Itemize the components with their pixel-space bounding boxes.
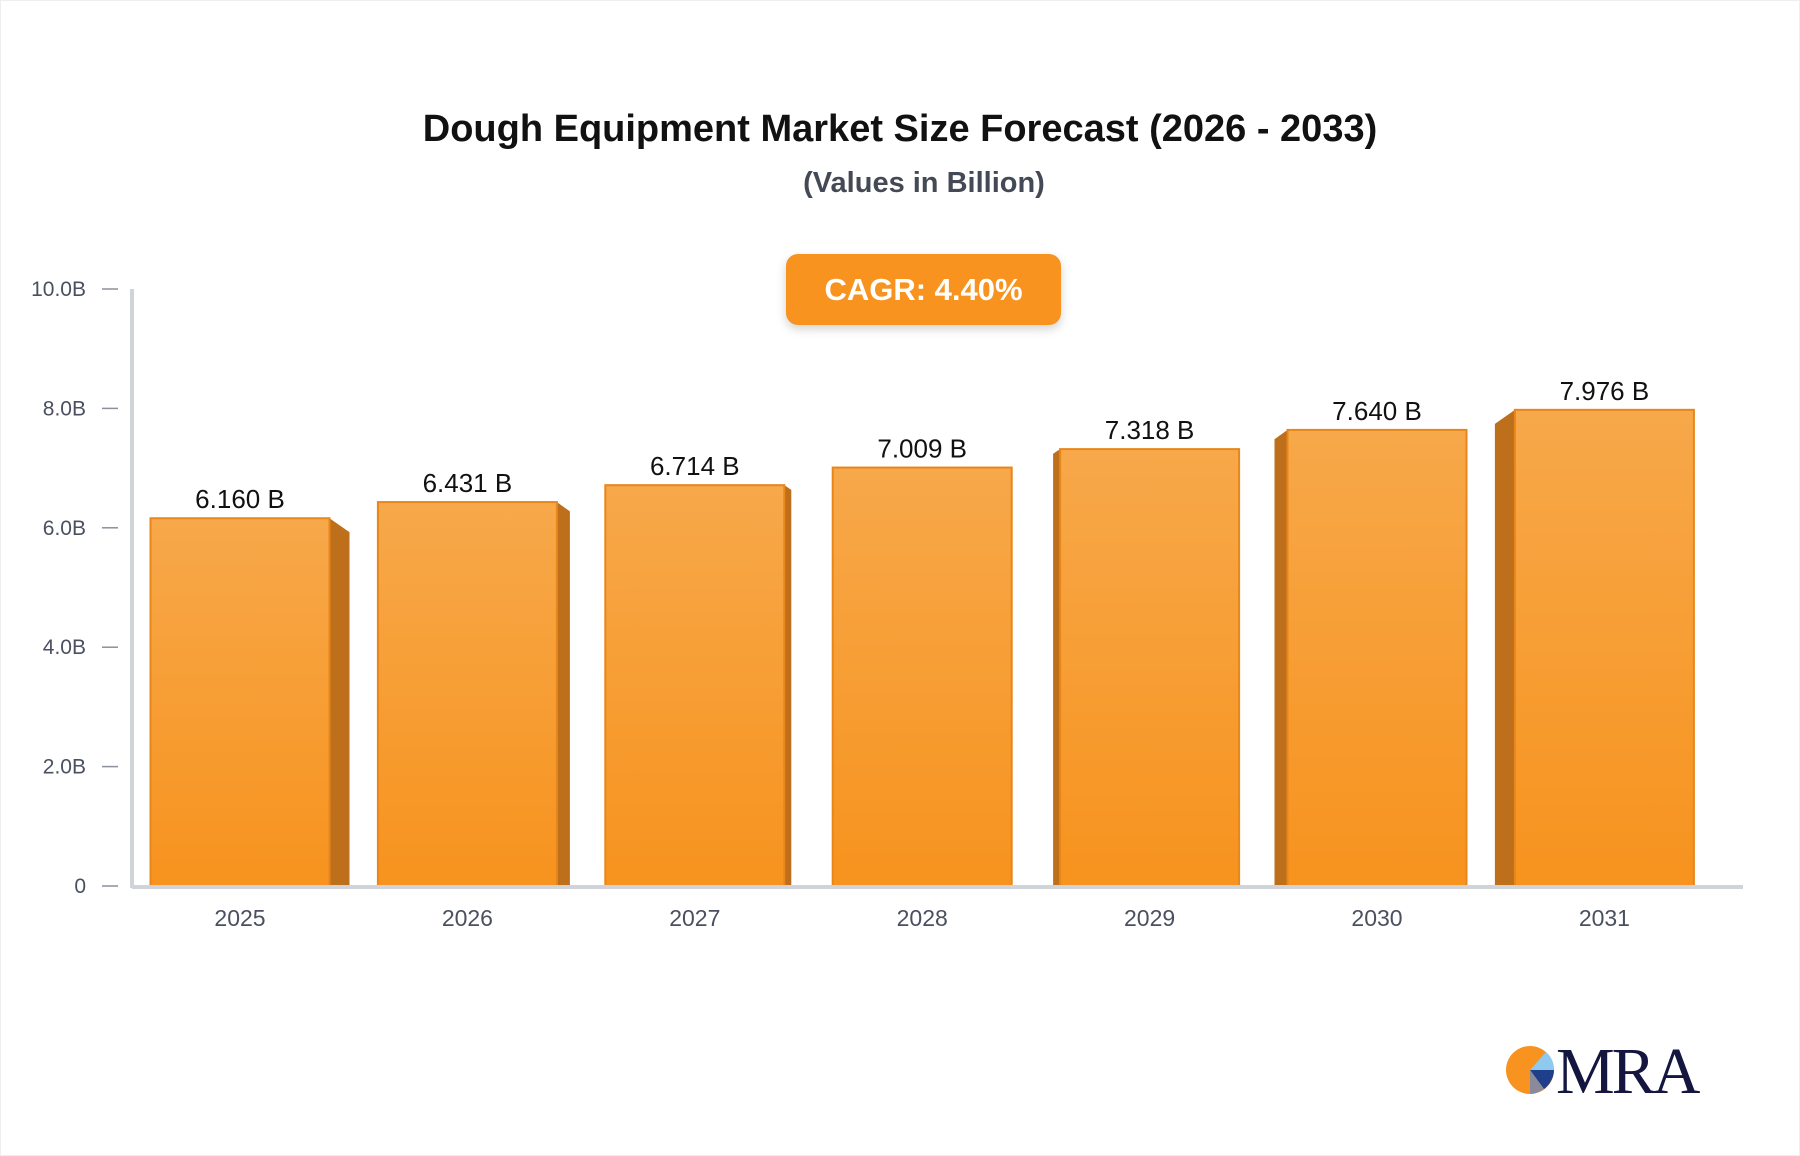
bar [831, 466, 1013, 887]
data-label: 6.160 B [195, 484, 285, 514]
y-tick-label: 6.0B [43, 517, 86, 540]
y-tick-label: 2.0B [43, 756, 86, 779]
bar [1059, 448, 1241, 887]
x-tick-label: 2030 [1351, 905, 1402, 931]
x-tick-label: 2029 [1124, 905, 1175, 931]
data-label: 7.009 B [877, 434, 967, 464]
logo-text: MRA [1556, 1035, 1700, 1108]
data-label: 7.640 B [1332, 396, 1422, 426]
y-tick-label: 8.0B [43, 397, 86, 420]
cagr-badge: CAGR: 4.40% [786, 254, 1061, 325]
bar-side [1053, 449, 1061, 886]
x-tick-label: 2025 [214, 905, 265, 931]
x-tick-label: 2026 [442, 905, 493, 931]
bar-side [1494, 409, 1515, 886]
data-label: 7.976 B [1560, 376, 1650, 406]
mra-logo: MRA [1504, 1035, 1704, 1108]
x-tick-label: 2031 [1579, 905, 1630, 931]
y-tick-label: 0 [74, 875, 86, 898]
bar-side [1274, 429, 1288, 886]
bar [1513, 408, 1695, 887]
x-tick-label: 2027 [669, 905, 720, 931]
y-tick-label: 4.0B [43, 636, 86, 659]
bar [149, 517, 331, 887]
x-tick-label: 2028 [897, 905, 948, 931]
chart-title: Dough Equipment Market Size Forecast (20… [422, 108, 1378, 150]
data-label: 6.431 B [423, 468, 513, 498]
data-label: 7.318 B [1105, 415, 1195, 445]
bar-side [329, 518, 350, 886]
data-label: 6.714 B [650, 451, 740, 481]
bar-side [556, 502, 570, 886]
bar-side [784, 485, 792, 886]
y-tick-label: 10.0B [31, 278, 86, 301]
bar [604, 484, 786, 887]
chart-subtitle: (Values in Billion) [803, 167, 1045, 199]
pie-logo-icon [1506, 1046, 1555, 1094]
bar [1286, 428, 1468, 887]
bar [376, 501, 558, 887]
